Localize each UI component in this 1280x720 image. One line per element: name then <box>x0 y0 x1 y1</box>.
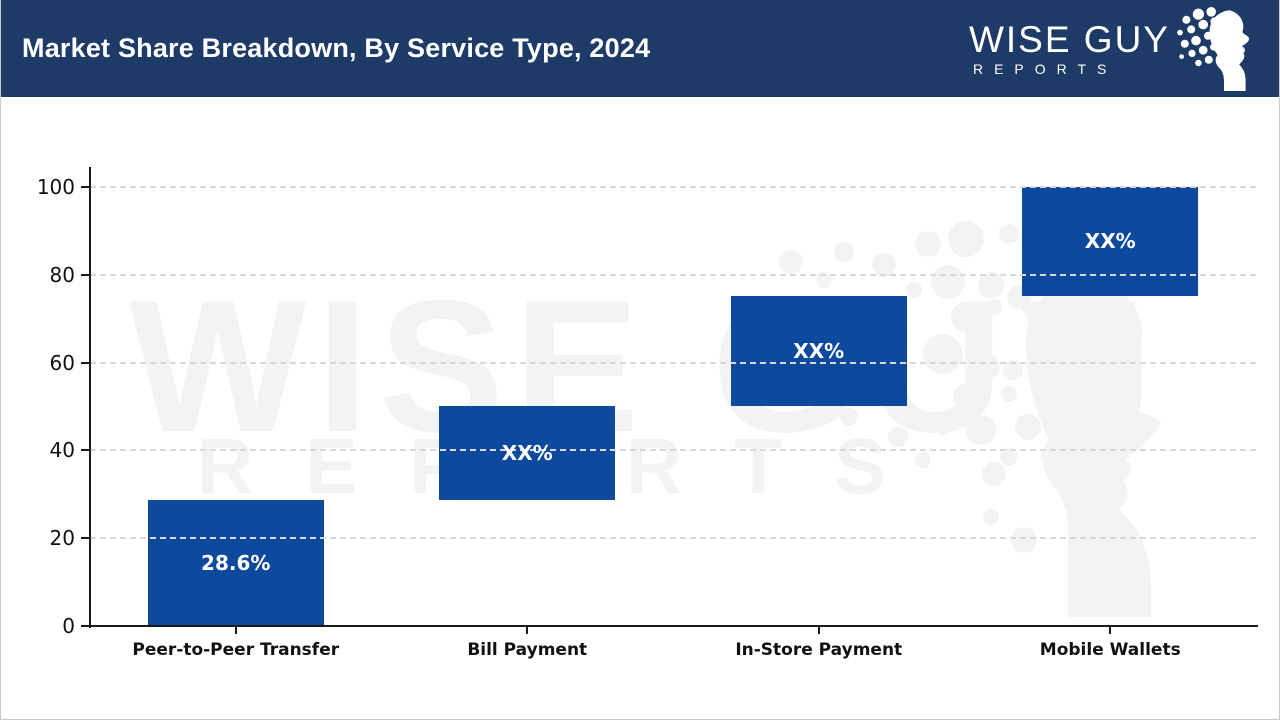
waterfall-bar <box>147 500 324 626</box>
y-tick-label: 60 <box>49 350 75 375</box>
bar-value-label: 28.6% <box>201 551 271 576</box>
y-tick-mark <box>81 186 90 188</box>
x-tick-mark <box>526 627 529 634</box>
logo-line1: WISE GUY <box>968 18 1170 60</box>
logo-wordmark: WISE GUY REPORTS <box>969 21 1170 77</box>
y-tick-mark <box>81 625 90 627</box>
y-tick-mark <box>81 537 90 540</box>
page-title: Market Share Breakdown, By Service Type,… <box>22 33 651 63</box>
y-tick-label: 0 <box>62 614 75 638</box>
y-tick-label: 20 <box>49 526 75 551</box>
x-tick-mark <box>234 627 237 634</box>
y-tick-label: 80 <box>49 262 75 287</box>
logo-face-icon <box>1177 6 1250 91</box>
y-tick-mark <box>81 273 90 276</box>
bar-value-label: XX% <box>501 441 553 466</box>
waterfall-bar <box>439 405 616 501</box>
grid-line <box>90 273 1256 276</box>
chart-body: WISE GUY REPORTS 02040608010028.6%Peer-t… <box>1 97 1279 719</box>
x-axis-line <box>88 625 1258 627</box>
bar-value-label: XX% <box>793 338 845 363</box>
grid-line <box>90 361 1256 364</box>
x-tick-mark <box>1109 627 1112 634</box>
waterfall-chart: 0 20 40 60 80 100 28.6% Peer-to-Peer Transfer XX… <box>1 97 1279 719</box>
x-category-label: Peer-to-Peer Transfer <box>132 640 340 660</box>
header-bar: Market Share Breakdown, By Service Type,… <box>1 0 1279 97</box>
y-axis-line <box>89 167 91 628</box>
x-tick-mark <box>817 627 820 634</box>
grid-line <box>90 449 1256 452</box>
grid-line <box>90 537 1256 540</box>
y-tick-mark <box>81 449 90 452</box>
waterfall-bar <box>1022 186 1199 297</box>
y-tick-label: 100 <box>36 175 75 199</box>
x-category-label: Bill Payment <box>467 640 588 660</box>
grid-line <box>90 186 1256 188</box>
waterfall-bar <box>730 296 907 406</box>
brand-logo: WISE GUY REPORTS <box>969 6 1260 91</box>
x-category-label: In-Store Payment <box>735 640 903 660</box>
y-tick-label: 40 <box>49 438 75 463</box>
y-tick-mark <box>81 361 90 364</box>
bar-value-label: XX% <box>1084 229 1136 254</box>
logo-line2: REPORTS <box>972 60 1118 77</box>
x-category-label: Mobile Wallets <box>1039 640 1181 660</box>
